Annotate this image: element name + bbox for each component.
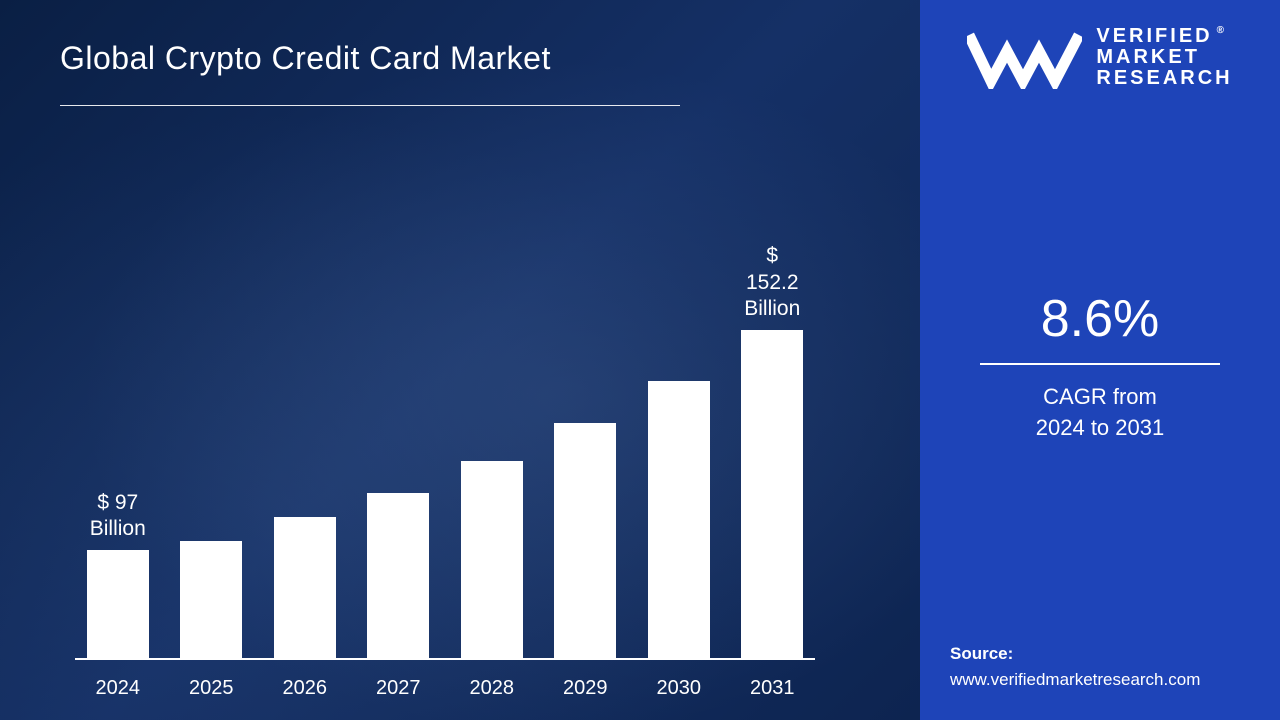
source-url: www.verifiedmarketresearch.com: [950, 667, 1200, 693]
source-label: Source:: [950, 641, 1200, 667]
x-axis-line: [75, 658, 815, 660]
cagr-value: 8.6%: [980, 289, 1220, 349]
x-axis-label: 2027: [366, 677, 432, 700]
x-axis-label: 2028: [459, 677, 525, 700]
x-axis-label: 2025: [179, 677, 245, 700]
bar: [554, 423, 616, 660]
x-axis-label: 2024: [85, 677, 151, 700]
x-axis-label: 2031: [740, 677, 806, 700]
x-axis-label: 2026: [272, 677, 338, 700]
bar: [180, 541, 242, 660]
bar-wrap: [553, 423, 619, 660]
bar-value-label: $ 152.2 Billion: [740, 243, 806, 322]
cagr-underline: [980, 363, 1220, 365]
bar-wrap: [272, 517, 338, 660]
bar: [87, 550, 149, 660]
source-block: Source: www.verifiedmarketresearch.com: [950, 641, 1200, 692]
bar: [274, 517, 336, 660]
bar-wrap: [459, 461, 525, 660]
x-axis-label: 2030: [646, 677, 712, 700]
logo-line2: MARKET: [1096, 47, 1232, 68]
bar-wrap: [646, 381, 712, 660]
bar-chart: $ 97 Billion $ 152.2 Billion: [75, 230, 815, 660]
bar: [461, 461, 523, 660]
bar-wrap: $ 152.2 Billion: [740, 243, 806, 660]
bar: [648, 381, 710, 660]
right-panel: VERIFIED ® MARKET RESEARCH 8.6% CAGR from…: [920, 0, 1280, 720]
bar-wrap: $ 97 Billion: [85, 490, 151, 661]
x-axis-label: 2029: [553, 677, 619, 700]
cagr-block: 8.6% CAGR from 2024 to 2031: [980, 289, 1220, 444]
page-title: Global Crypto Credit Card Market: [60, 40, 860, 77]
bar-value-label: $ 97 Billion: [90, 490, 146, 543]
logo-line3: RESEARCH: [1096, 68, 1232, 89]
vmr-logo-icon: [967, 27, 1082, 89]
cagr-label-line1: CAGR from: [980, 381, 1220, 413]
logo: VERIFIED ® MARKET RESEARCH: [967, 26, 1232, 89]
registered-mark: ®: [1217, 25, 1224, 36]
bar: [367, 493, 429, 660]
x-axis-labels: 2024 2025 2026 2027 2028 2029 2030 2031: [75, 677, 815, 700]
bar-wrap: [366, 493, 432, 660]
logo-text: VERIFIED ® MARKET RESEARCH: [1096, 26, 1232, 89]
bar-wrap: [179, 541, 245, 660]
cagr-label-line2: 2024 to 2031: [980, 412, 1220, 444]
bar: [741, 330, 803, 660]
logo-line1: VERIFIED: [1096, 25, 1212, 47]
left-panel: Global Crypto Credit Card Market $ 97 Bi…: [0, 0, 920, 720]
cagr-label: CAGR from 2024 to 2031: [980, 381, 1220, 445]
bars-container: $ 97 Billion $ 152.2 Billion: [75, 230, 815, 660]
title-underline: [60, 105, 680, 106]
